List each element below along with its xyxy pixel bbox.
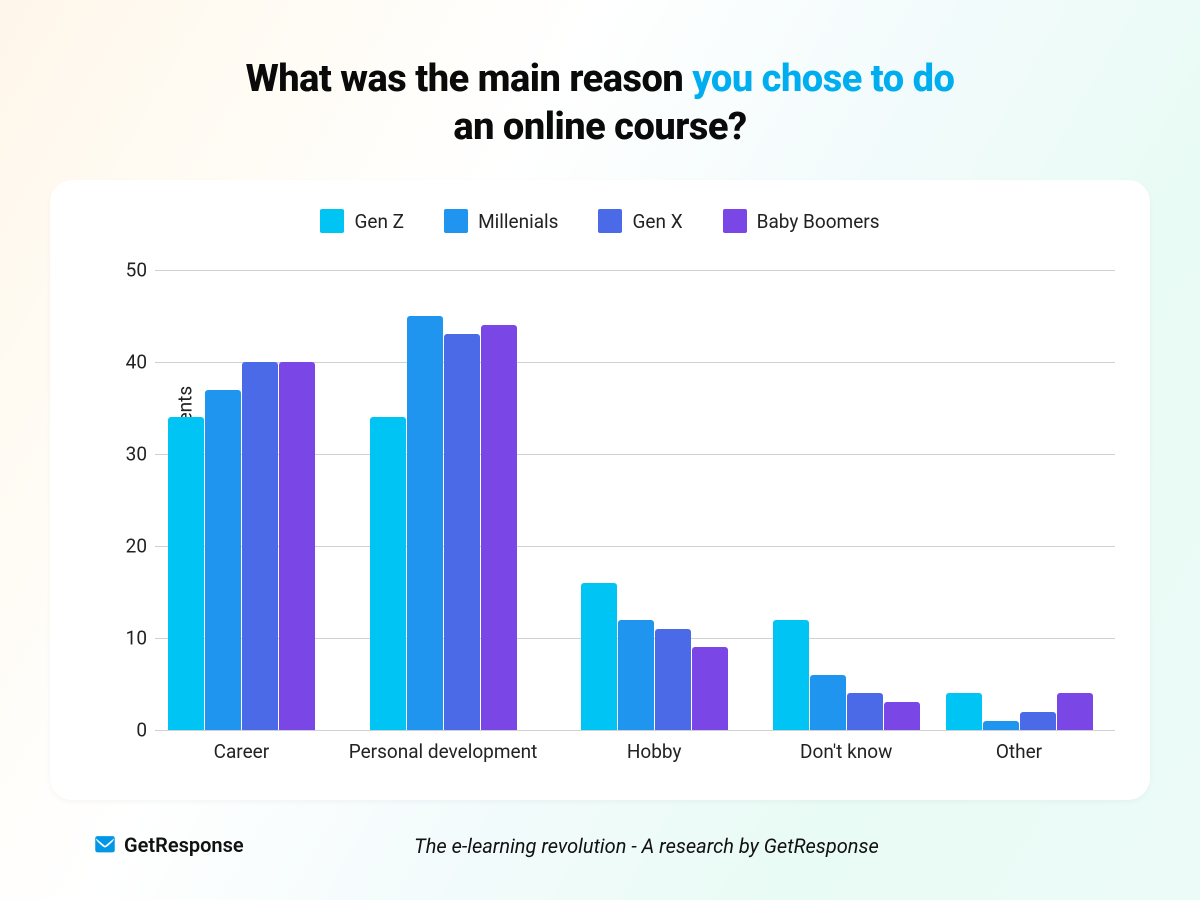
y-tick-label: 10 (111, 627, 147, 650)
chart-title: What was the main reason you chose to do… (0, 0, 1200, 161)
x-axis-labels: Career Personal development Hobby Don't kno… (155, 730, 1115, 770)
bar (773, 620, 809, 730)
bar (168, 417, 204, 730)
legend-item: Baby Boomers (723, 209, 880, 233)
bar (884, 702, 920, 730)
legend-item: Gen X (598, 209, 682, 233)
bar (847, 693, 883, 730)
logo: GetResponse (92, 832, 244, 858)
bars-container (155, 270, 1115, 730)
title-highlight: you chose to do (692, 57, 954, 101)
legend-label: Gen X (632, 210, 682, 233)
y-tick-label: 20 (111, 535, 147, 558)
y-tick-label: 0 (111, 719, 147, 742)
legend: Gen Z Millenials Gen X Baby Boomers (50, 180, 1150, 240)
legend-swatch (444, 209, 468, 233)
bar (810, 675, 846, 730)
footer-caption: The e-learning revolution - A research b… (414, 834, 879, 858)
legend-label: Baby Boomers (757, 210, 880, 233)
y-tick-label: 30 (111, 443, 147, 466)
x-tick-label: Personal development (349, 740, 538, 763)
bar (581, 583, 617, 730)
legend-item: Millenials (444, 209, 558, 233)
bar (1020, 712, 1056, 730)
bar (242, 362, 278, 730)
bar (618, 620, 654, 730)
bar (1057, 693, 1093, 730)
bar-group (581, 270, 728, 730)
legend-swatch (320, 209, 344, 233)
bar-group (168, 270, 315, 730)
plot-area: Percentage of respondents 01020304050 Ca… (155, 270, 1115, 730)
legend-label: Millenials (478, 210, 558, 233)
x-tick-label: Hobby (627, 740, 682, 763)
logo-text: GetResponse (124, 833, 244, 857)
envelope-icon (92, 832, 118, 858)
bar (481, 325, 517, 730)
bar (370, 417, 406, 730)
title-part2: an online course? (453, 105, 746, 149)
footer: GetResponse The e-learning revolution - … (0, 828, 1200, 868)
title-part1: What was the main reason (246, 57, 693, 101)
bar-group (946, 270, 1093, 730)
bar (407, 316, 443, 730)
legend-swatch (723, 209, 747, 233)
bar (205, 390, 241, 730)
x-tick-label: Don't know (800, 740, 892, 763)
chart-card: Gen Z Millenials Gen X Baby Boomers Percent… (50, 180, 1150, 800)
y-tick-label: 50 (111, 259, 147, 282)
bar (983, 721, 1019, 730)
bar (655, 629, 691, 730)
bar (444, 334, 480, 730)
x-tick-label: Career (214, 740, 270, 763)
bar (692, 647, 728, 730)
legend-label: Gen Z (354, 210, 404, 233)
x-tick-label: Other (996, 740, 1042, 763)
bar (946, 693, 982, 730)
legend-swatch (598, 209, 622, 233)
bar (279, 362, 315, 730)
bar-group (370, 270, 517, 730)
y-tick-label: 40 (111, 351, 147, 374)
legend-item: Gen Z (320, 209, 404, 233)
bar-group (773, 270, 920, 730)
